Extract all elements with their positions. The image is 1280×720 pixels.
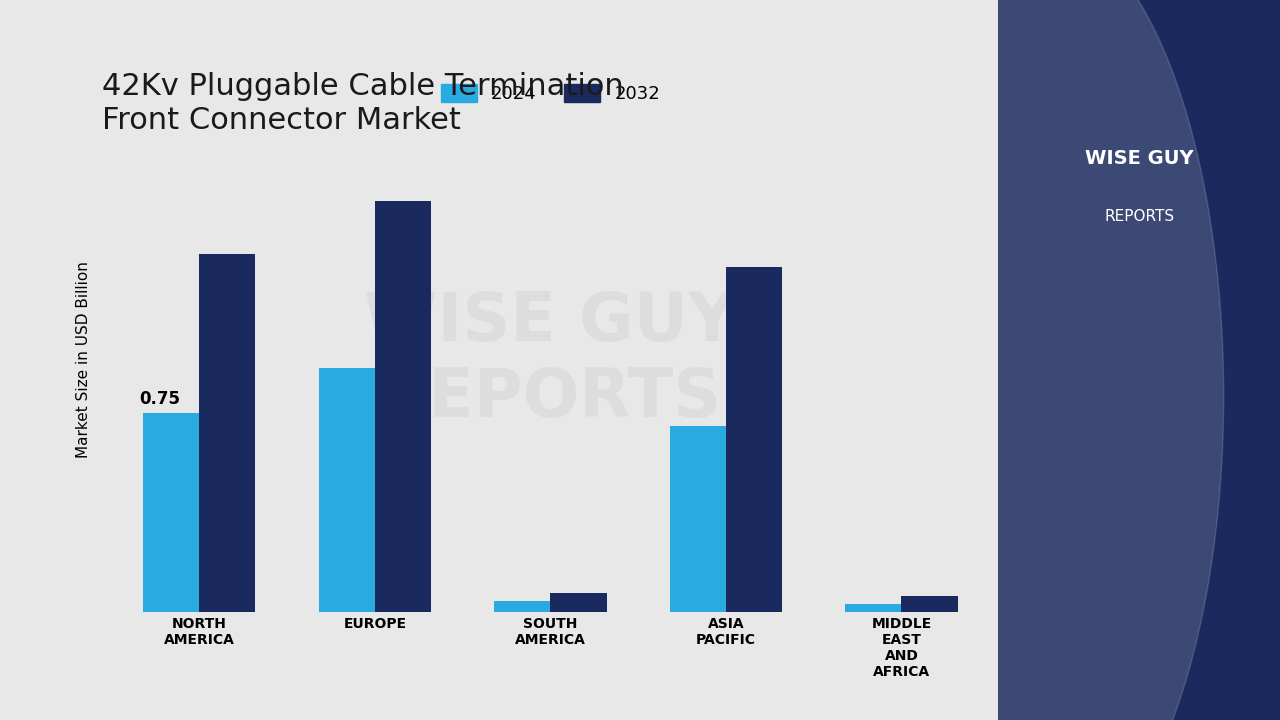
Circle shape (858, 0, 1224, 720)
Text: WISE GUY
REPORTS: WISE GUY REPORTS (365, 289, 736, 431)
Y-axis label: Market Size in USD Billion: Market Size in USD Billion (77, 261, 91, 459)
Bar (845, 604, 901, 612)
Text: 42Kv Pluggable Cable Termination
Front Connector Market: 42Kv Pluggable Cable Termination Front C… (102, 72, 625, 135)
Bar (200, 254, 256, 612)
Text: WISE GUY: WISE GUY (1085, 149, 1193, 168)
Legend: 2024, 2032: 2024, 2032 (434, 77, 667, 110)
Bar (901, 596, 957, 612)
Text: REPORTS: REPORTS (1105, 209, 1174, 223)
Bar (726, 267, 782, 612)
Bar (494, 601, 550, 612)
Bar (669, 426, 726, 612)
Text: 0.75: 0.75 (140, 390, 180, 408)
Bar (319, 368, 375, 612)
Bar (143, 413, 200, 612)
Bar (550, 593, 607, 612)
Bar (375, 201, 431, 612)
